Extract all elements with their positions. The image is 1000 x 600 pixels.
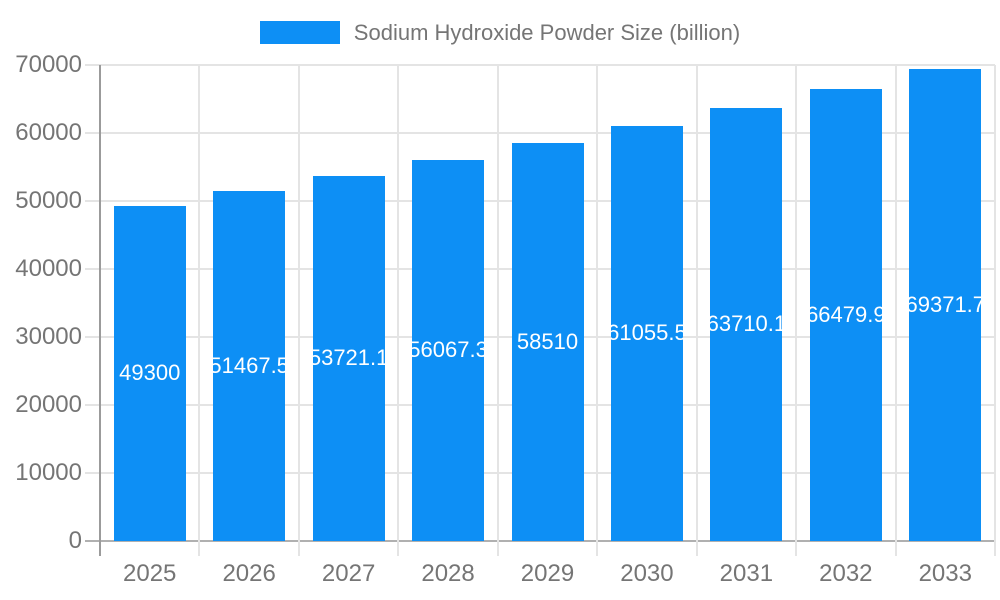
gridline-horizontal (100, 64, 995, 66)
x-tick-label-2033: 2033 (918, 560, 972, 587)
y-axis-tick (85, 540, 100, 542)
gridline-vertical (297, 65, 300, 556)
bar-2028[interactable]: 56067.3 (412, 159, 485, 541)
gridline-vertical (397, 65, 400, 556)
gridline-horizontal (100, 132, 995, 134)
y-tick-label: 30000 (15, 323, 82, 350)
y-tick-label: 40000 (15, 255, 82, 282)
bar-2027[interactable]: 53721.1 (312, 175, 385, 541)
x-tick-label-2026: 2026 (222, 560, 276, 587)
bar-value-label: 49300 (119, 360, 181, 386)
legend-swatch-icon (259, 20, 340, 44)
gridline-vertical (596, 65, 599, 556)
bar-value-label: 58510 (516, 329, 579, 355)
gridline-vertical (994, 65, 996, 556)
x-tick-label-2030: 2030 (620, 560, 674, 587)
gridline-vertical (795, 65, 798, 556)
y-axis-tick (85, 404, 100, 406)
x-tick-label-2032: 2032 (819, 560, 873, 587)
gridline-vertical (695, 65, 698, 556)
y-axis-tick (85, 132, 100, 134)
bar-value-label: 61055.5 (610, 320, 683, 346)
y-axis-tick (85, 472, 100, 474)
bar-value-label: 51467.5 (213, 353, 286, 378)
gridline-vertical (496, 65, 499, 556)
y-tick-label: 60000 (15, 119, 82, 146)
legend-label: Sodium Hydroxide Powder Size (billion) (353, 19, 741, 45)
bar-2029[interactable]: 58510 (511, 143, 584, 541)
y-tick-label: 20000 (15, 391, 82, 418)
bar-value-label: 56067.3 (412, 337, 485, 363)
y-axis-tick (85, 200, 100, 202)
bar-2030[interactable]: 61055.5 (610, 125, 683, 541)
y-tick-label: 0 (68, 527, 82, 554)
bar-2025[interactable]: 49300 (113, 205, 186, 541)
y-axis-tick (85, 336, 100, 338)
gridline-vertical (894, 65, 897, 556)
bar-2032[interactable]: 66479.9 (809, 88, 882, 541)
bar-value-label: 53721.1 (312, 345, 385, 371)
bar-value-label: 69371.7 (909, 292, 982, 318)
gridline-horizontal (100, 540, 995, 542)
gridline-vertical (198, 65, 201, 556)
y-axis-line (99, 65, 101, 556)
bar-value-label: 66479.9 (809, 301, 882, 327)
bar-2026[interactable]: 51467.5 (213, 191, 286, 541)
bar-2031[interactable]: 63710.1 (710, 107, 783, 541)
x-tick-label-2031: 2031 (719, 560, 774, 587)
bar-value-label: 63710.1 (710, 311, 783, 337)
x-tick-label-2027: 2027 (321, 560, 376, 587)
y-axis-tick (85, 268, 100, 270)
legend[interactable]: Sodium Hydroxide Powder Size (billion) (0, 18, 1000, 46)
y-axis-tick (85, 64, 100, 66)
x-tick-label-2028: 2028 (421, 560, 475, 587)
y-tick-label: 10000 (15, 459, 82, 486)
y-tick-label: 50000 (15, 187, 82, 214)
x-tick-label-2025: 2025 (123, 560, 177, 587)
bar-2033[interactable]: 69371.7 (909, 69, 982, 541)
x-tick-label-2029: 2029 (520, 560, 575, 587)
y-tick-label: 70000 (15, 51, 82, 78)
